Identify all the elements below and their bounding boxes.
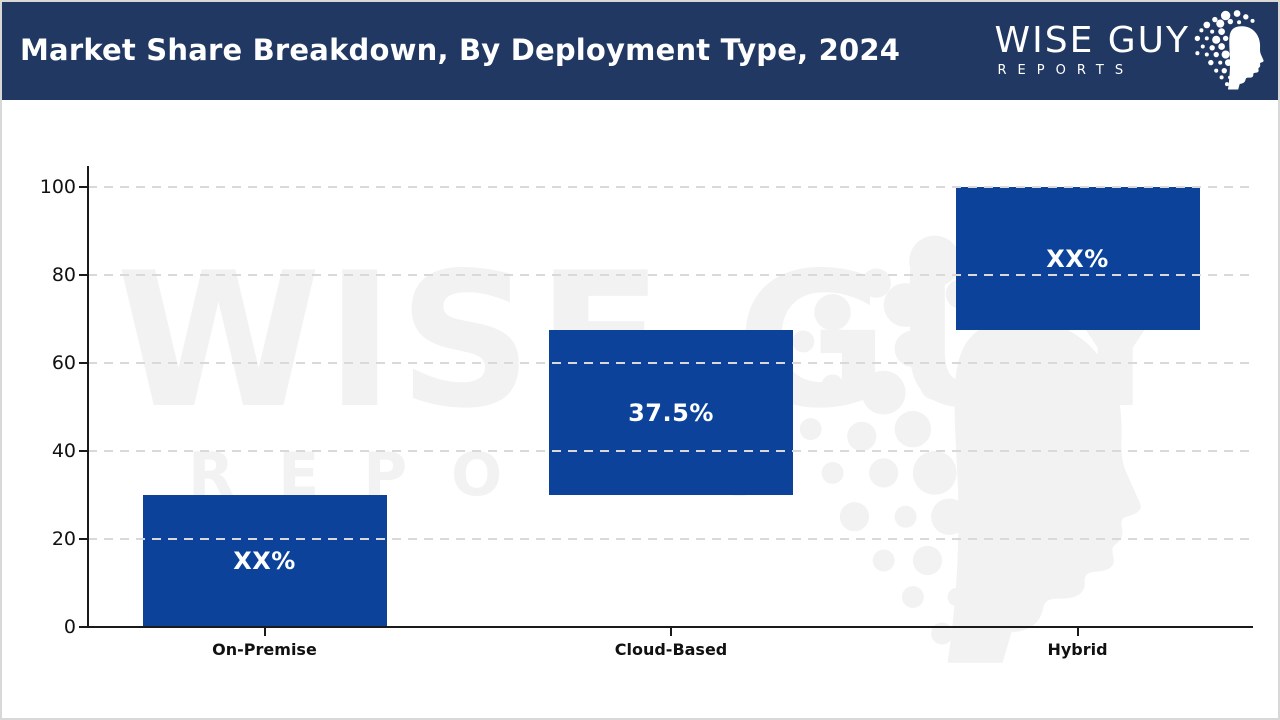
y-tick-mark — [79, 450, 88, 452]
logo-wordmark: WISE GUY — [994, 20, 1190, 61]
page-title: Market Share Breakdown, By Deployment Ty… — [20, 33, 901, 67]
bar-value-label: 37.5% — [628, 398, 714, 427]
y-tick-mark — [79, 186, 88, 188]
y-tick-label: 20 — [51, 528, 76, 550]
gridline — [88, 538, 1253, 540]
header-banner: Market Share Breakdown, By Deployment Ty… — [0, 0, 1280, 100]
wise-guy-reports-logo: WISE GUY REPORTS — [995, 10, 1280, 91]
bar-value-label: XX% — [1046, 244, 1109, 273]
y-tick-mark — [79, 626, 88, 628]
x-category-label: Hybrid — [1047, 640, 1108, 659]
dotted-head-logo-icon — [1192, 10, 1266, 91]
y-tick-label: 60 — [51, 352, 76, 374]
chart-bar: XX% — [955, 187, 1200, 330]
gridline — [88, 274, 1253, 276]
y-axis-line — [87, 165, 89, 627]
x-tick-mark — [670, 627, 672, 636]
y-tick-label: 100 — [39, 176, 76, 198]
x-category-label: Cloud-Based — [614, 640, 728, 659]
x-tick-mark — [263, 627, 266, 636]
gridline — [88, 362, 1253, 364]
chart-bar: 37.5% — [549, 330, 793, 495]
chart-bar: XX% — [142, 495, 387, 627]
x-axis-line — [87, 626, 1253, 628]
gridline — [88, 186, 1253, 188]
bar-value-label: XX% — [233, 547, 296, 575]
gridline — [88, 450, 1253, 452]
x-tick-mark — [1076, 627, 1079, 636]
logo-text: WISE GUY REPORTS — [994, 20, 1191, 78]
y-tick-mark — [79, 274, 88, 276]
y-tick-label: 40 — [51, 440, 76, 462]
y-tick-label: 0 — [63, 616, 76, 638]
logo-subtitle: REPORTS — [997, 63, 1135, 78]
y-tick-label: 80 — [51, 264, 76, 286]
y-tick-mark — [79, 362, 88, 364]
y-tick-mark — [79, 538, 88, 540]
x-category-label: On-Premise — [212, 640, 317, 659]
